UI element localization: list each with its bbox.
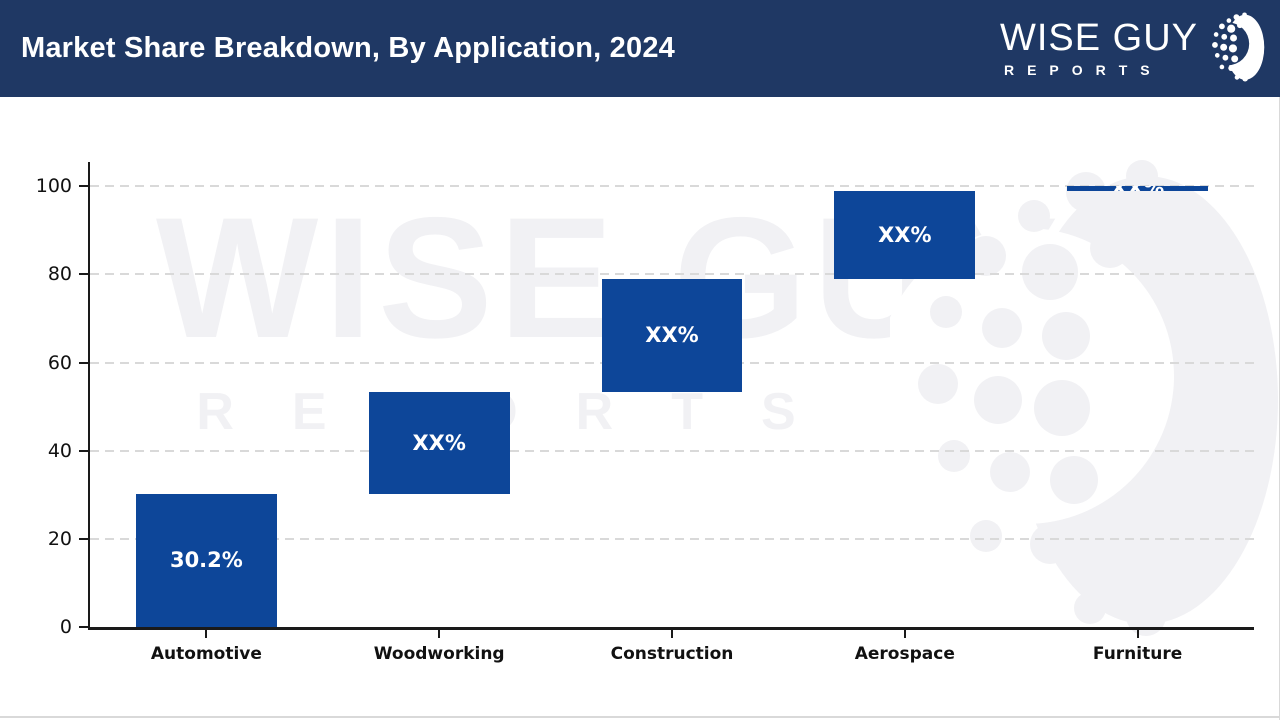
y-tick-label: 40 <box>47 439 72 462</box>
y-tick-label: 0 <box>59 616 72 638</box>
x-tick <box>671 630 673 638</box>
bottom-divider <box>0 716 1280 718</box>
bar: 30.2% <box>135 493 277 627</box>
y-tick-label: 80 <box>47 263 72 286</box>
brand-logo: WISE GUY REPORTS <box>1000 10 1280 88</box>
x-tick <box>438 630 441 638</box>
y-tick <box>79 361 88 364</box>
brand-subtitle: REPORTS <box>1003 62 1163 78</box>
bar-value-label: 30.2% <box>169 548 243 573</box>
page-title: Market Share Breakdown, By Application, … <box>21 32 675 64</box>
x-tick <box>205 630 208 638</box>
y-tick <box>79 449 88 452</box>
x-tick <box>1136 630 1139 638</box>
bar-value-label: XX% <box>412 430 466 455</box>
x-tick <box>903 630 906 638</box>
gridline <box>90 537 1254 540</box>
y-tick-label: 100 <box>35 175 72 198</box>
plot: 0 20 40 60 80 100 30.2% Automotive XX% Woodworkin… <box>36 162 1254 664</box>
chart-area: WISE GUY REPORTS 02040608010030.2%Automo… <box>0 97 1280 716</box>
x-axis-label: Aerospace <box>854 644 955 664</box>
brand-name: WISE GUY <box>999 17 1198 59</box>
y-tick <box>79 626 88 628</box>
bar: XX% <box>368 391 510 494</box>
gridline <box>90 449 1254 452</box>
bar: XX% <box>601 278 743 392</box>
bar-value-label: XX% <box>645 323 699 348</box>
y-tick <box>79 537 88 540</box>
wiseguy-head-icon <box>1208 11 1265 81</box>
x-axis-label: Woodworking <box>373 644 505 664</box>
y-tick-label: 60 <box>47 351 72 374</box>
bar-value-label: XX% <box>1111 186 1164 190</box>
y-tick <box>79 185 88 188</box>
gridline <box>90 273 1254 276</box>
bar-value-label: XX% <box>878 222 932 247</box>
y-tick-label: 20 <box>47 527 72 550</box>
gridline <box>90 185 1254 188</box>
y-tick <box>79 273 88 276</box>
brand-wordmark: WISE GUY REPORTS <box>1000 19 1198 78</box>
x-axis-label: Furniture <box>1092 644 1183 664</box>
x-axis-label: Automotive <box>150 644 262 664</box>
bar: XX% <box>834 190 976 279</box>
header: Market Share Breakdown, By Application, … <box>0 0 1280 97</box>
bar: XX% <box>1067 186 1209 191</box>
x-axis-label: Construction <box>610 644 734 664</box>
